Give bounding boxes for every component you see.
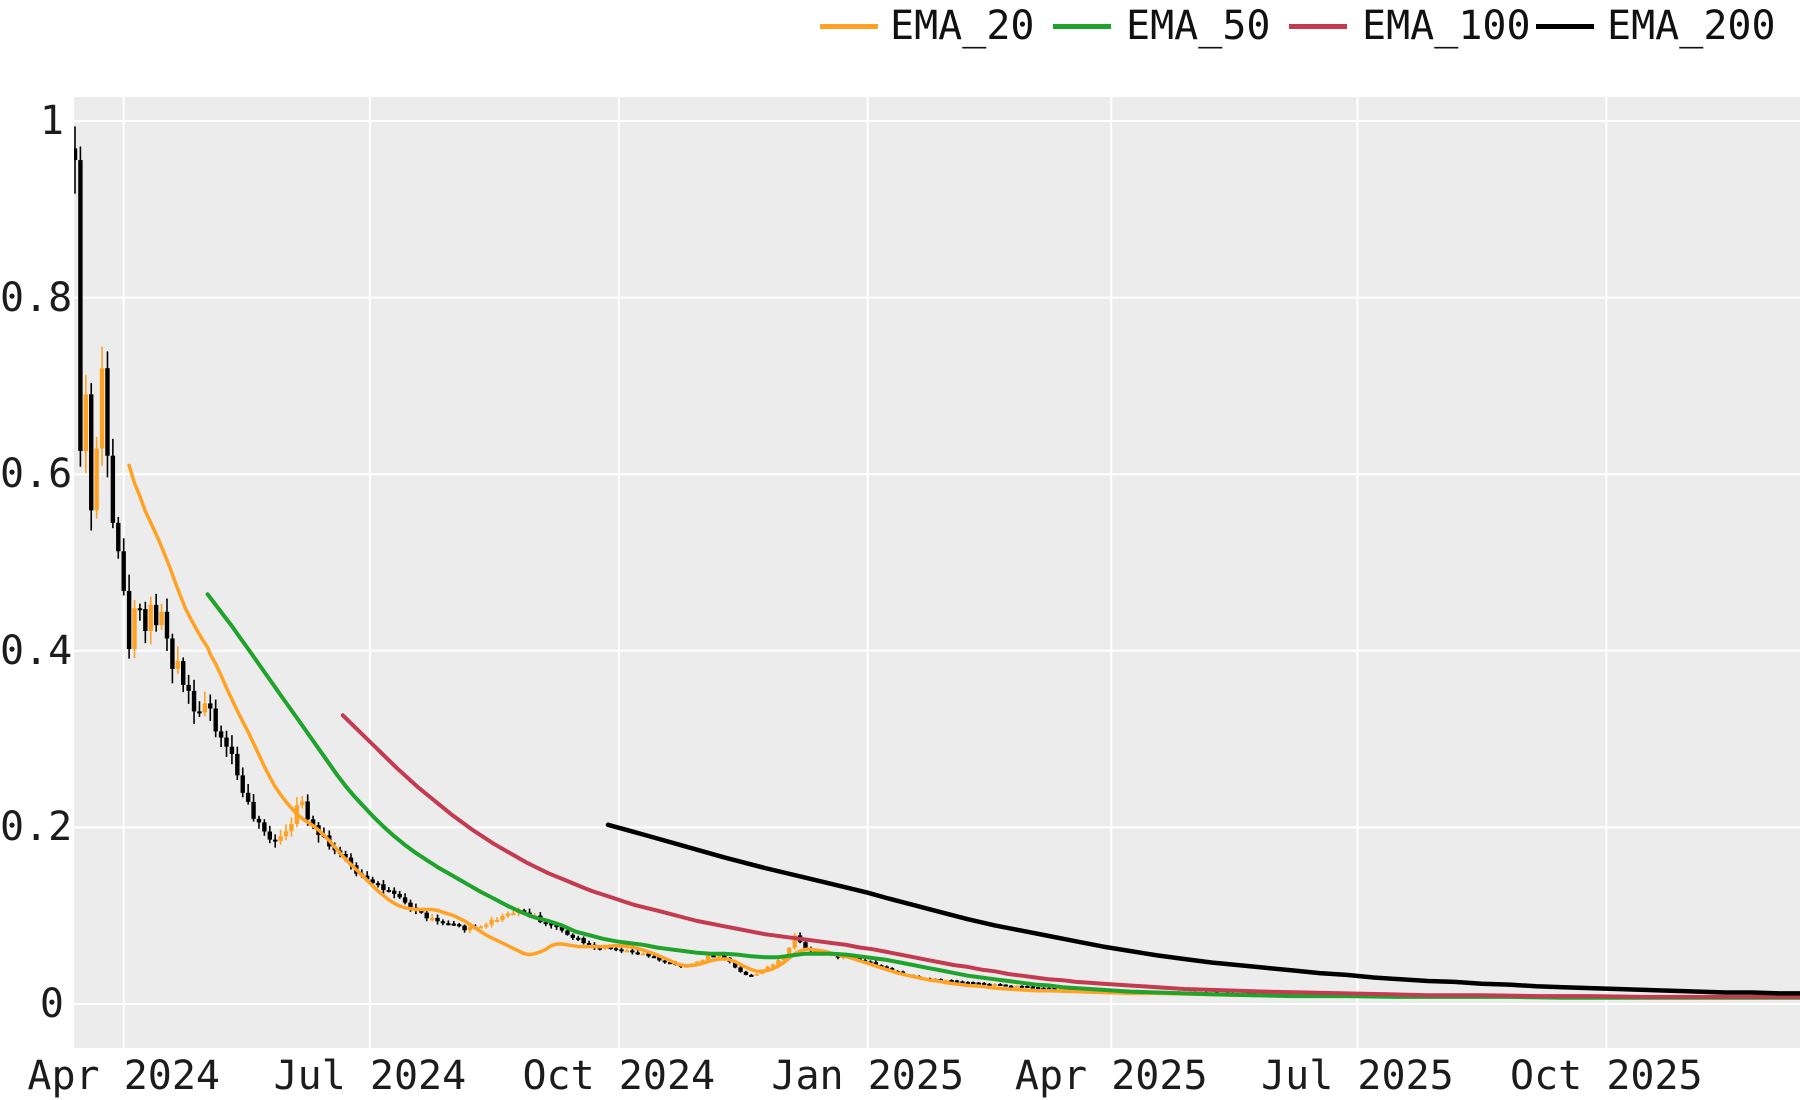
y-tick-label: 0 (39, 981, 64, 1027)
gridlines (74, 97, 1800, 1048)
x-tick-label: Oct 2025 (1509, 1053, 1703, 1099)
legend-label-ema_50: EMA_50 (1126, 3, 1271, 49)
plot-area (74, 97, 1800, 1048)
price-candles (74, 126, 1798, 999)
legend-label-ema_20: EMA_20 (890, 3, 1035, 49)
series-line-ema_20 (127, 463, 1800, 999)
x-tick-label: Oct 2024 (522, 1053, 716, 1099)
legend-swatch-ema_100 (1289, 24, 1347, 29)
legend-swatch-ema_20 (820, 24, 878, 29)
series-line-ema_200 (605, 822, 1800, 996)
y-tick-label: 0.2 (0, 804, 73, 851)
y-tick-label: 0.8 (0, 274, 73, 321)
legend-label-ema_200: EMA_200 (1607, 3, 1776, 49)
x-tick-label: Jul 2024 (273, 1053, 467, 1099)
x-tick-label: Apr 2024 (27, 1053, 221, 1099)
x-tick-label: Apr 2025 (1014, 1053, 1208, 1099)
series-line-ema_100 (340, 713, 1800, 999)
x-tick-label: Jul 2025 (1261, 1053, 1454, 1099)
y-tick-label: 0.6 (0, 451, 73, 498)
legend-swatch-ema_50 (1053, 24, 1111, 29)
y-tick-label: 1 (39, 98, 64, 144)
series-line-ema_50 (205, 592, 1800, 1000)
x-tick-label: Jan 2025 (771, 1053, 965, 1099)
legend-swatch-ema_200 (1536, 24, 1594, 29)
y-tick-label: 0.4 (0, 627, 73, 674)
legend-label-ema_100: EMA_100 (1362, 3, 1531, 49)
